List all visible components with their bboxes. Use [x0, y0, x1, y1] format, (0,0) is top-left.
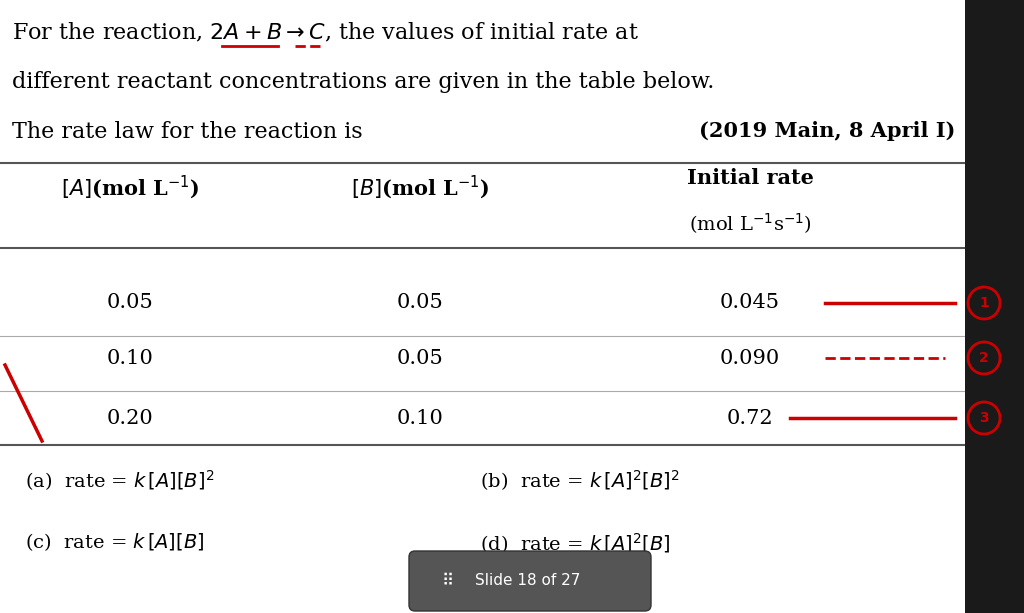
- Text: $[A]$(mol L$^{-1}$): $[A]$(mol L$^{-1}$): [60, 173, 200, 200]
- Text: (b)  rate = $k\,[A]^2[B]^2$: (b) rate = $k\,[A]^2[B]^2$: [480, 468, 680, 493]
- Text: Slide 18 of 27: Slide 18 of 27: [475, 573, 581, 588]
- Text: different reactant concentrations are given in the table below.: different reactant concentrations are gi…: [12, 71, 715, 93]
- FancyBboxPatch shape: [409, 551, 651, 611]
- Text: The rate law for the reaction is: The rate law for the reaction is: [12, 121, 362, 143]
- Text: 3: 3: [979, 411, 989, 425]
- Text: (a)  rate = $k\,[A][B]^2$: (a) rate = $k\,[A][B]^2$: [25, 468, 214, 493]
- Text: (mol L$^{-1}$s$^{-1}$): (mol L$^{-1}$s$^{-1}$): [688, 211, 811, 236]
- Text: 0.10: 0.10: [396, 408, 443, 427]
- Text: Initial rate: Initial rate: [686, 168, 813, 188]
- Text: 0.045: 0.045: [720, 294, 780, 313]
- Text: 0.090: 0.090: [720, 349, 780, 368]
- Text: 0.20: 0.20: [106, 408, 154, 427]
- Text: 0.05: 0.05: [106, 294, 154, 313]
- Text: For the reaction, $2A + B \rightarrow C$, the values of initial rate at: For the reaction, $2A + B \rightarrow C$…: [12, 21, 639, 44]
- Text: (2019 Main, 8 April I): (2019 Main, 8 April I): [698, 121, 955, 141]
- Text: 2: 2: [979, 351, 989, 365]
- Bar: [965, 0, 1024, 613]
- Text: 1: 1: [979, 296, 989, 310]
- Text: 0.72: 0.72: [727, 408, 773, 427]
- Text: 0.05: 0.05: [396, 349, 443, 368]
- Text: (d)  rate = $k\,[A]^2[B]$: (d) rate = $k\,[A]^2[B]$: [480, 531, 671, 556]
- Text: $[B]$(mol L$^{-1}$): $[B]$(mol L$^{-1}$): [351, 173, 489, 200]
- Text: 0.05: 0.05: [396, 294, 443, 313]
- Text: ⠿: ⠿: [442, 571, 454, 590]
- Text: 0.10: 0.10: [106, 349, 154, 368]
- Text: (c)  rate = $k\,[A][B]$: (c) rate = $k\,[A][B]$: [25, 531, 205, 553]
